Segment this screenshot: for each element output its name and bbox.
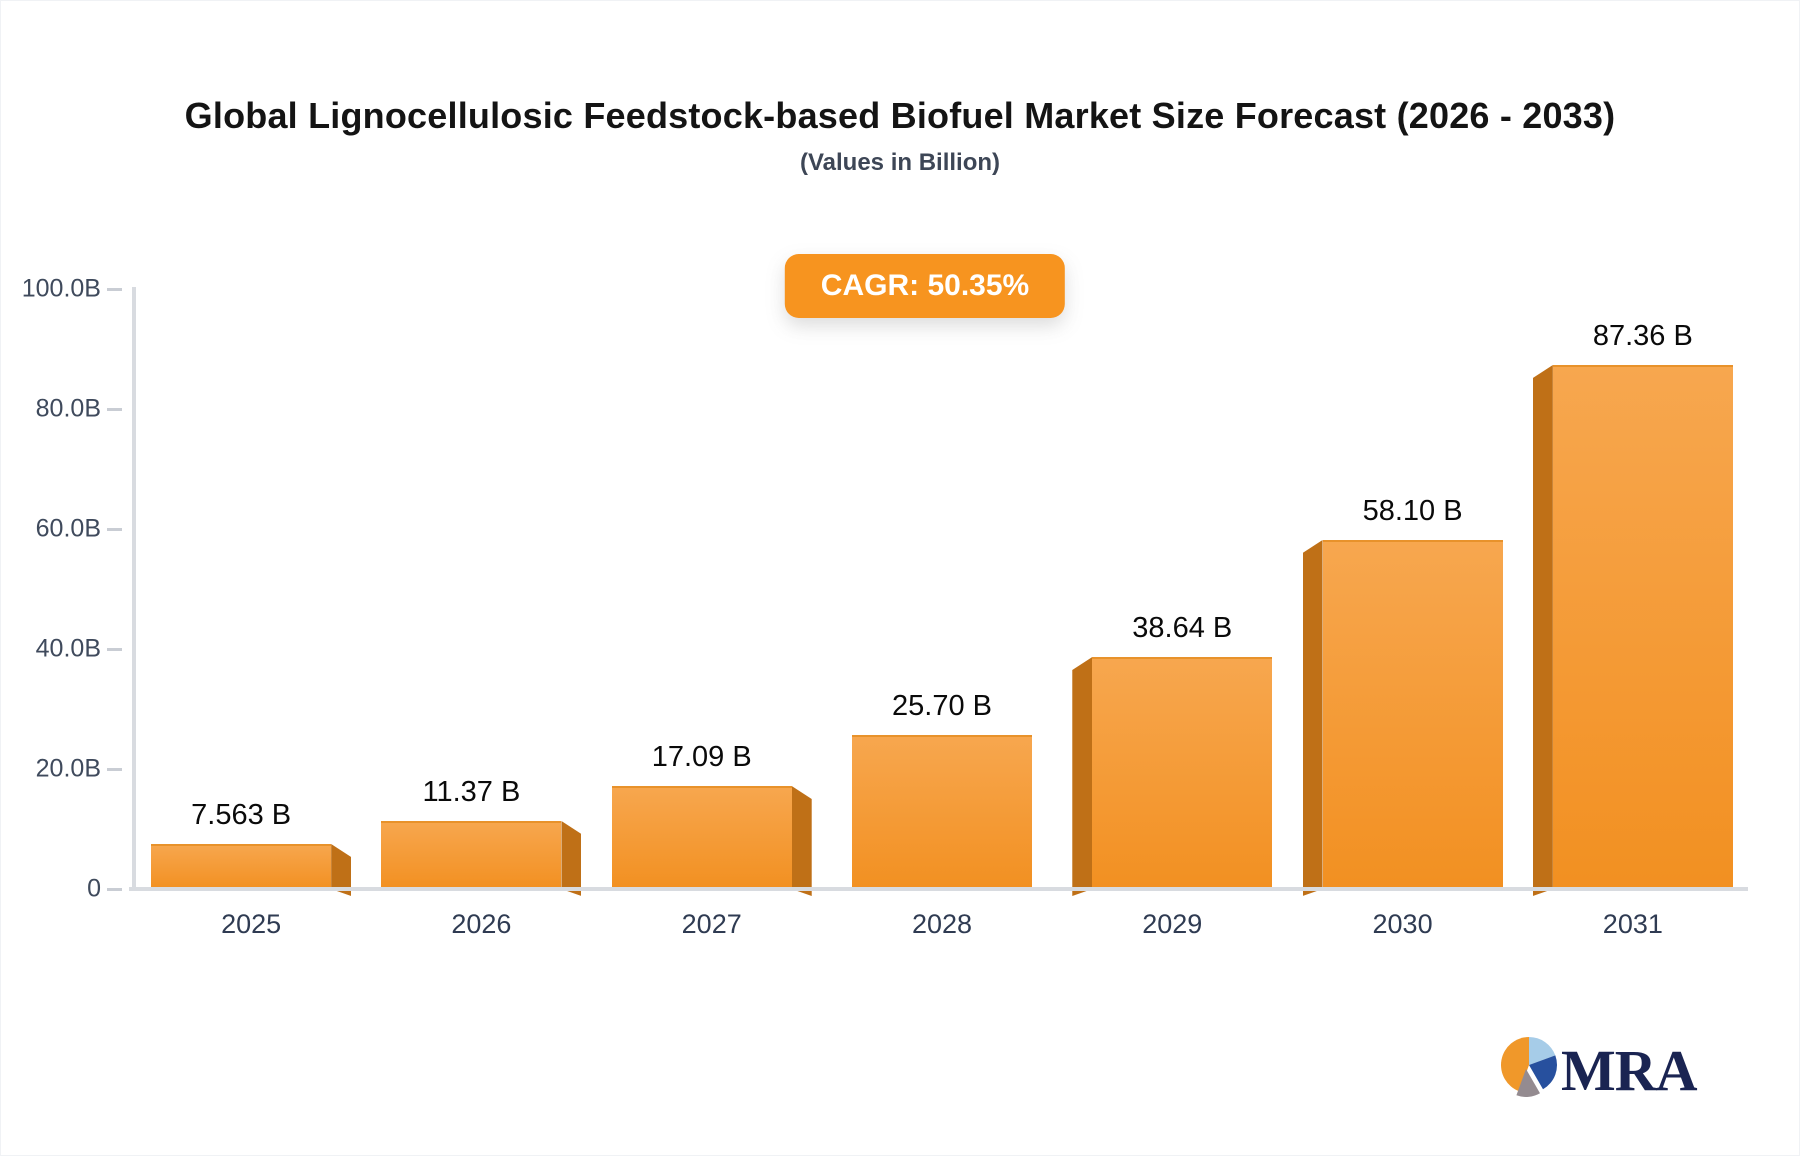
y-axis-tick-mark [107, 888, 122, 891]
bar-2029 [1092, 657, 1273, 889]
bar-value-label-2027: 17.09 B [651, 741, 752, 773]
y-axis-tick-mark [107, 648, 122, 651]
bar-2028 [852, 735, 1032, 889]
chart-subtitle: (Values in Billion) [799, 149, 1001, 176]
bar-2031 [1552, 365, 1733, 889]
y-axis-tick-label: 80.0B [35, 394, 101, 423]
pie-slice-lightblue [1529, 1037, 1556, 1065]
bar-side-2030 [1303, 540, 1323, 896]
pie-slice-gray [1516, 1069, 1540, 1098]
pie-slice-orange [1501, 1037, 1529, 1092]
bar-value-label-2028: 25.70 B [892, 690, 992, 722]
y-axis-tick-mark [107, 528, 122, 531]
y-axis-tick-mark [107, 768, 122, 771]
bar-value-label-2029: 38.64 B [1132, 612, 1233, 644]
y-axis-tick-label: 60.0B [35, 514, 101, 543]
cagr-badge: CAGR: 50.35% [784, 254, 1066, 318]
bar-value-label-2025: 7.563 B [191, 799, 292, 831]
bar-2027 [611, 786, 792, 889]
bar-side-2026 [561, 821, 581, 896]
bar-2026 [381, 821, 562, 889]
y-axis-tick-label: 100.0B [21, 274, 101, 303]
x-axis-label-2030: 2030 [1372, 909, 1433, 939]
x-axis-label-2026: 2026 [451, 909, 512, 939]
y-axis-tick-mark [107, 288, 122, 291]
x-axis-label-2028: 2028 [911, 909, 973, 939]
x-axis-label-2029: 2029 [1142, 909, 1203, 939]
pie-slice-darkblue [1529, 1055, 1558, 1090]
y-axis-tick-label: 20.0B [35, 754, 101, 783]
y-axis-tick-label: 0 [87, 874, 101, 903]
pie-chart-logo-icon [1501, 1037, 1559, 1104]
x-axis-line [129, 887, 1748, 891]
bar-side-2027 [792, 786, 812, 896]
bar-side-2029 [1072, 657, 1092, 896]
x-axis-label-2031: 2031 [1602, 909, 1663, 939]
bar-value-label-2031: 87.36 B [1592, 320, 1693, 352]
brand-logo: MRA [1501, 1037, 1698, 1104]
bar-side-2025 [331, 844, 351, 896]
x-axis-label-2027: 2027 [681, 909, 742, 939]
y-axis-tick-mark [107, 408, 122, 411]
bar-value-label-2030: 58.10 B [1362, 495, 1463, 527]
bar-2025 [151, 844, 332, 889]
y-axis-tick-label: 40.0B [35, 634, 101, 663]
chart-title: Global Lignocellulosic Feedstock-based B… [184, 95, 1616, 136]
logo-text: MRA [1561, 1037, 1698, 1103]
bar-side-2031 [1533, 365, 1553, 896]
bar-2030 [1322, 540, 1503, 889]
y-axis-line [132, 287, 136, 891]
x-axis-label-2025: 2025 [221, 909, 282, 939]
bar-value-label-2026: 11.37 B [422, 776, 521, 808]
